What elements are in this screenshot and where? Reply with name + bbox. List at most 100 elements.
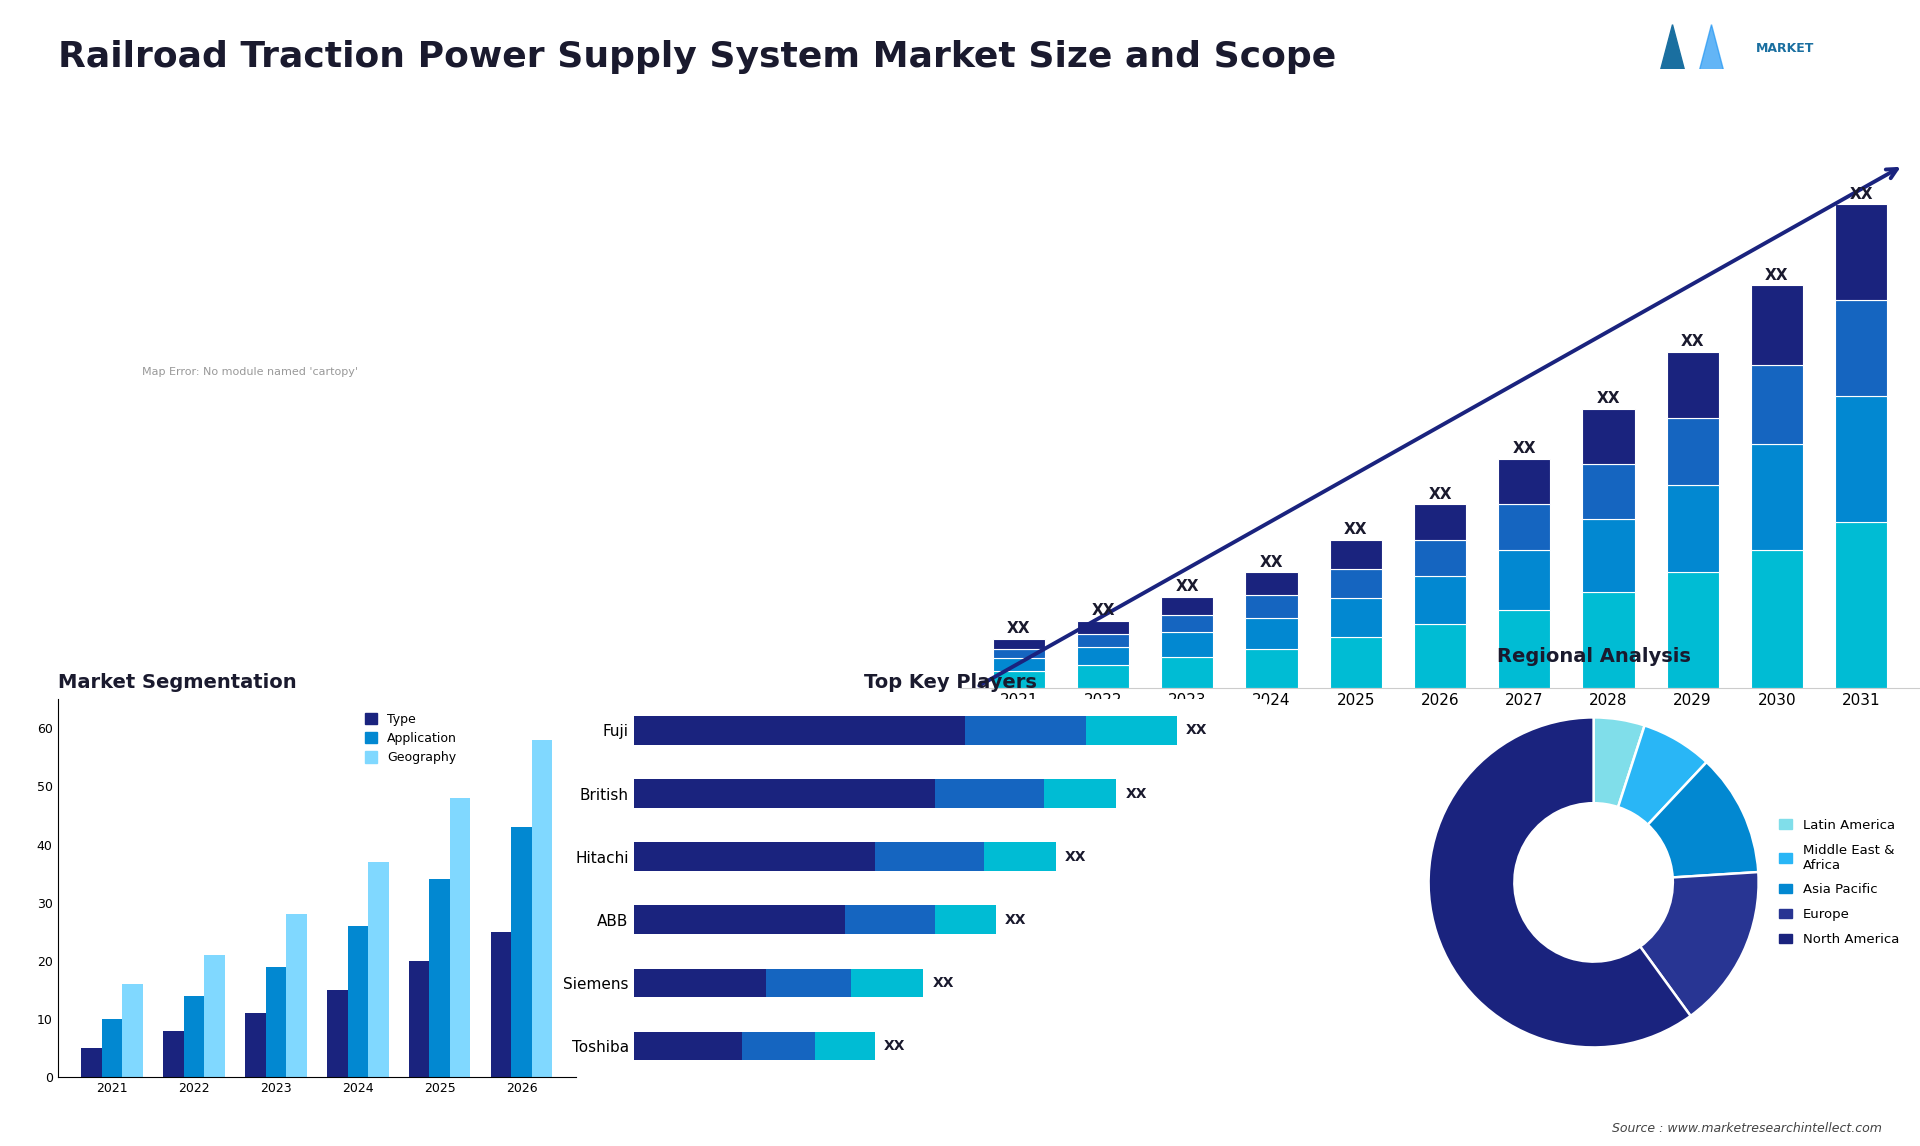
Text: MARKET: MARKET [1757, 42, 1814, 55]
Wedge shape [1640, 872, 1759, 1015]
Text: XX: XX [1260, 555, 1283, 570]
Bar [511, 827, 532, 1077]
Bar [1246, 595, 1298, 618]
Text: XX: XX [1175, 579, 1200, 594]
Bar [1413, 625, 1467, 688]
Bar [1044, 779, 1116, 808]
Text: Source : www.marketresearchintellect.com: Source : www.marketresearchintellect.com [1611, 1122, 1882, 1135]
Bar [1836, 523, 1887, 688]
Bar [1077, 634, 1129, 647]
Bar [1162, 657, 1213, 688]
Text: XX: XX [1066, 849, 1087, 864]
Text: XX: XX [1597, 391, 1620, 406]
Wedge shape [1647, 762, 1759, 878]
Bar [204, 955, 225, 1077]
Bar [1498, 550, 1549, 610]
Polygon shape [1684, 25, 1740, 131]
Bar [966, 716, 1087, 745]
Bar [1582, 519, 1634, 591]
Bar [1413, 540, 1467, 575]
Bar [634, 905, 845, 934]
Bar [1246, 572, 1298, 595]
Text: XX: XX [1849, 187, 1872, 202]
Text: XX: XX [1125, 786, 1146, 801]
Bar [1498, 504, 1549, 550]
Bar [430, 879, 449, 1077]
Wedge shape [1428, 717, 1692, 1047]
Bar [634, 779, 935, 808]
Bar [492, 932, 511, 1077]
Bar [993, 649, 1044, 659]
Bar [1836, 300, 1887, 395]
Legend: Latin America, Middle East &
Africa, Asia Pacific, Europe, North America: Latin America, Middle East & Africa, Asi… [1774, 814, 1905, 951]
Bar [1162, 614, 1213, 633]
Bar [326, 990, 348, 1077]
Text: XX: XX [1764, 268, 1789, 283]
Bar [993, 639, 1044, 649]
Bar [993, 659, 1044, 672]
Bar [1413, 504, 1467, 540]
Text: XX: XX [1680, 335, 1705, 350]
Bar [1331, 637, 1382, 688]
Bar [1246, 649, 1298, 688]
Bar [1246, 618, 1298, 649]
Bar [634, 842, 876, 871]
Bar [1751, 285, 1803, 364]
Bar [1667, 572, 1718, 688]
Text: RESEARCH: RESEARCH [1757, 71, 1830, 84]
Bar [1836, 204, 1887, 300]
Bar [184, 996, 204, 1077]
Text: XX: XX [1428, 487, 1452, 502]
Bar [1498, 610, 1549, 688]
Bar [634, 968, 766, 997]
Bar [851, 968, 924, 997]
Wedge shape [1619, 725, 1707, 825]
Bar [1413, 575, 1467, 625]
Title: Regional Analysis: Regional Analysis [1498, 647, 1690, 666]
Bar [81, 1049, 102, 1077]
Bar [634, 1031, 743, 1060]
Bar [1751, 364, 1803, 445]
Text: XX: XX [1004, 912, 1025, 927]
Text: Market Segmentation: Market Segmentation [58, 673, 296, 692]
Bar [1582, 464, 1634, 519]
Bar [935, 905, 996, 934]
Bar [876, 842, 983, 871]
Bar [163, 1030, 184, 1077]
Bar [1331, 570, 1382, 598]
Legend: Type, Application, Geography: Type, Application, Geography [365, 713, 457, 764]
Text: XX: XX [1513, 441, 1536, 456]
Bar [634, 716, 966, 745]
Text: XX: XX [1008, 621, 1031, 636]
Bar [532, 740, 553, 1077]
Polygon shape [1645, 25, 1701, 131]
Bar [1667, 485, 1718, 572]
Bar [369, 862, 388, 1077]
Text: XX: XX [1344, 523, 1367, 537]
Bar [1077, 647, 1129, 665]
Text: XX: XX [1187, 723, 1208, 737]
Bar [123, 984, 142, 1077]
Bar [449, 798, 470, 1077]
Bar [246, 1013, 265, 1077]
Bar [993, 672, 1044, 688]
Bar [409, 960, 430, 1077]
Bar [1582, 409, 1634, 464]
Text: XX: XX [933, 975, 954, 990]
Text: XX: XX [883, 1039, 906, 1053]
Bar [1667, 352, 1718, 418]
Bar [102, 1019, 123, 1077]
Bar [1077, 621, 1129, 634]
Bar [286, 915, 307, 1077]
Bar [743, 1031, 814, 1060]
Text: XX: XX [1091, 604, 1116, 619]
Bar [814, 1031, 876, 1060]
Bar [1077, 665, 1129, 688]
Bar [1667, 418, 1718, 485]
Bar [1582, 591, 1634, 688]
Bar [1162, 633, 1213, 657]
Bar [1087, 716, 1177, 745]
Bar [766, 968, 851, 997]
Text: INTELLECT: INTELLECT [1757, 100, 1830, 112]
Text: Map Error: No module named 'cartopy': Map Error: No module named 'cartopy' [142, 368, 357, 377]
